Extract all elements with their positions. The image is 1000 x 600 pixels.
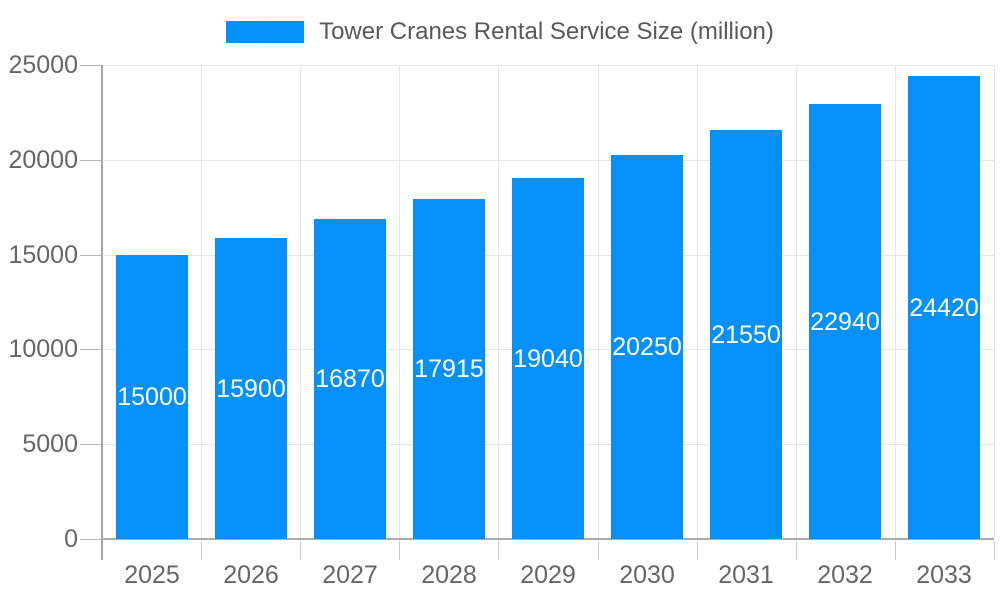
bar-value-label: 15000 xyxy=(117,383,187,411)
x-tick-mark xyxy=(697,541,698,560)
bar[interactable] xyxy=(908,76,980,539)
x-axis-tick-label: 2033 xyxy=(916,561,972,589)
y-axis-tick-label: 10000 xyxy=(8,335,78,363)
x-gridline xyxy=(796,65,797,539)
x-gridline xyxy=(201,65,202,539)
y-axis-tick-label: 0 xyxy=(64,525,78,553)
x-axis-tick-label: 2027 xyxy=(322,561,378,589)
bar-value-label: 20250 xyxy=(612,333,682,361)
bar[interactable] xyxy=(314,219,386,539)
x-axis-tick-label: 2028 xyxy=(421,561,477,589)
y-axis-line xyxy=(101,65,103,560)
y-axis-tick-label: 15000 xyxy=(8,241,78,269)
x-gridline xyxy=(994,65,995,539)
y-gridline xyxy=(102,65,994,66)
x-tick-mark xyxy=(796,541,797,560)
x-gridline xyxy=(895,65,896,539)
x-axis-tick-label: 2030 xyxy=(619,561,675,589)
bar[interactable] xyxy=(809,104,881,539)
chart-legend[interactable]: Tower Cranes Rental Service Size (millio… xyxy=(0,18,1000,45)
x-tick-mark xyxy=(300,541,301,560)
x-gridline xyxy=(399,65,400,539)
x-tick-mark xyxy=(201,541,202,560)
bar-value-label: 17915 xyxy=(414,355,484,383)
x-tick-mark xyxy=(994,541,995,560)
bar[interactable] xyxy=(512,178,584,539)
x-tick-mark xyxy=(498,541,499,560)
y-tick-mark xyxy=(80,349,102,350)
x-axis-tick-label: 2032 xyxy=(817,561,873,589)
y-tick-mark xyxy=(80,160,102,161)
bar-value-label: 22940 xyxy=(810,308,880,336)
x-axis-tick-label: 2025 xyxy=(124,561,180,589)
legend-swatch xyxy=(226,21,305,43)
x-axis-tick-label: 2029 xyxy=(520,561,576,589)
x-gridline xyxy=(598,65,599,539)
bar[interactable] xyxy=(710,130,782,539)
x-axis-tick-label: 2031 xyxy=(718,561,774,589)
x-gridline xyxy=(498,65,499,539)
y-tick-mark xyxy=(80,65,102,66)
bar-value-label: 15900 xyxy=(216,375,286,403)
x-axis-tick-label: 2026 xyxy=(223,561,279,589)
x-tick-mark xyxy=(399,541,400,560)
bar[interactable] xyxy=(611,155,683,539)
y-tick-mark xyxy=(80,255,102,256)
bar-value-label: 16870 xyxy=(315,365,385,393)
x-gridline xyxy=(697,65,698,539)
bar-value-label: 19040 xyxy=(513,345,583,373)
y-axis-tick-label: 5000 xyxy=(22,430,78,458)
bar[interactable] xyxy=(413,199,485,539)
y-gridline xyxy=(102,160,994,161)
x-tick-mark xyxy=(598,541,599,560)
bar-value-label: 24420 xyxy=(909,294,979,322)
y-tick-mark xyxy=(80,444,102,445)
y-tick-mark xyxy=(80,539,102,540)
x-axis-line xyxy=(102,538,994,540)
x-gridline xyxy=(300,65,301,539)
y-axis-tick-label: 20000 xyxy=(8,146,78,174)
x-tick-mark xyxy=(895,541,896,560)
y-axis-tick-label: 25000 xyxy=(8,51,78,79)
bar[interactable] xyxy=(116,255,188,539)
legend-label: Tower Cranes Rental Service Size (millio… xyxy=(319,18,774,45)
bar-value-label: 21550 xyxy=(711,321,781,349)
bar[interactable] xyxy=(215,238,287,539)
